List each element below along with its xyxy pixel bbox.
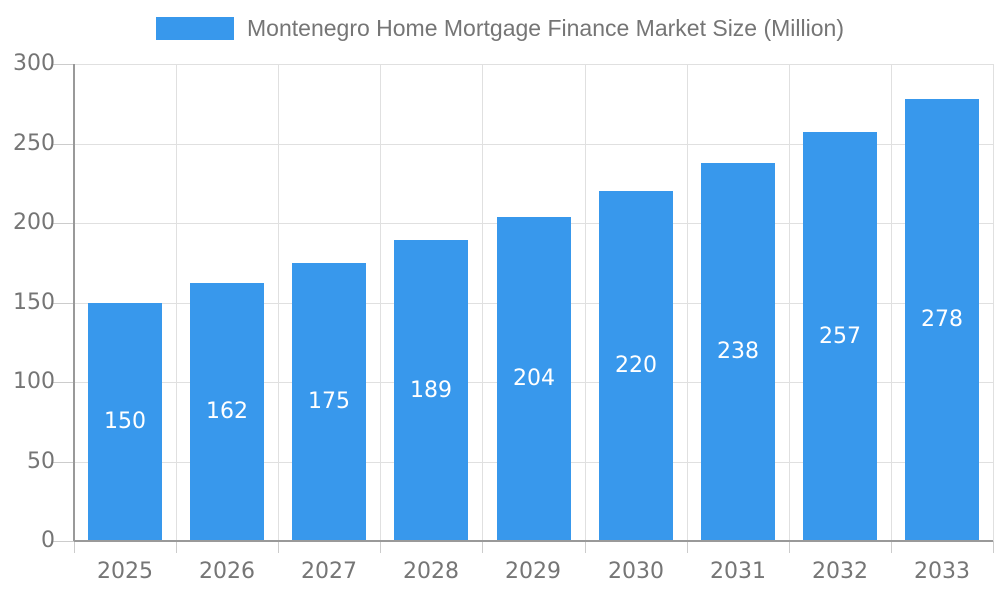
x-tick	[74, 541, 75, 553]
bar-value-label: 150	[104, 409, 146, 434]
x-gridline	[585, 64, 586, 541]
x-tick-label: 2032	[812, 559, 868, 584]
bar[interactable]	[497, 217, 571, 541]
bar[interactable]	[803, 132, 877, 541]
x-axis-line	[74, 540, 993, 542]
x-gridline	[278, 64, 279, 541]
y-tick	[52, 462, 74, 463]
bar-value-label: 238	[717, 339, 759, 364]
x-tick	[993, 541, 994, 553]
x-tick-label: 2029	[505, 559, 561, 584]
bar-value-label: 257	[819, 324, 861, 349]
x-gridline	[993, 64, 994, 541]
bar[interactable]	[190, 283, 264, 541]
x-tick-label: 2030	[608, 559, 664, 584]
bar[interactable]	[905, 99, 979, 541]
y-tick-label: 200	[13, 210, 55, 235]
y-tick	[52, 303, 74, 304]
x-tick-label: 2026	[199, 559, 255, 584]
bar-value-label: 162	[206, 399, 248, 424]
x-tick-label: 2025	[97, 559, 153, 584]
bar[interactable]	[701, 163, 775, 541]
x-tick	[482, 541, 483, 553]
y-tick-label: 100	[13, 369, 55, 394]
x-gridline	[176, 64, 177, 541]
bar-value-label: 220	[615, 353, 657, 378]
y-tick-label: 50	[27, 449, 55, 474]
y-tick	[52, 144, 74, 145]
bar[interactable]	[292, 263, 366, 541]
chart-legend[interactable]: Montenegro Home Mortgage Finance Market …	[0, 12, 1000, 44]
x-gridline	[789, 64, 790, 541]
x-tick	[789, 541, 790, 553]
x-gridline	[891, 64, 892, 541]
x-tick	[687, 541, 688, 553]
legend-swatch-icon	[156, 16, 235, 40]
x-tick	[585, 541, 586, 553]
x-tick-label: 2028	[403, 559, 459, 584]
y-tick-label: 0	[41, 528, 55, 553]
x-tick	[278, 541, 279, 553]
y-axis-line	[73, 64, 75, 541]
y-gridline	[74, 64, 993, 65]
bar-value-label: 175	[308, 389, 350, 414]
x-tick	[176, 541, 177, 553]
y-tick	[52, 64, 74, 65]
y-tick-label: 150	[13, 290, 55, 315]
x-gridline	[687, 64, 688, 541]
y-gridline	[74, 144, 993, 145]
y-tick	[52, 541, 74, 542]
bar[interactable]	[599, 191, 673, 541]
bar[interactable]	[88, 303, 162, 542]
bar[interactable]	[394, 240, 468, 541]
x-gridline	[482, 64, 483, 541]
y-tick	[52, 223, 74, 224]
x-tick-label: 2027	[301, 559, 357, 584]
bar-value-label: 278	[921, 307, 963, 332]
y-tick-label: 250	[13, 131, 55, 156]
x-tick-label: 2031	[710, 559, 766, 584]
bar-value-label: 204	[513, 366, 555, 391]
x-gridline	[380, 64, 381, 541]
y-tick	[52, 382, 74, 383]
x-tick	[891, 541, 892, 553]
bar-value-label: 189	[410, 378, 452, 403]
y-tick-label: 300	[13, 51, 55, 76]
chart-title: Montenegro Home Mortgage Finance Market …	[247, 15, 844, 41]
x-tick-label: 2033	[914, 559, 970, 584]
x-tick	[380, 541, 381, 553]
